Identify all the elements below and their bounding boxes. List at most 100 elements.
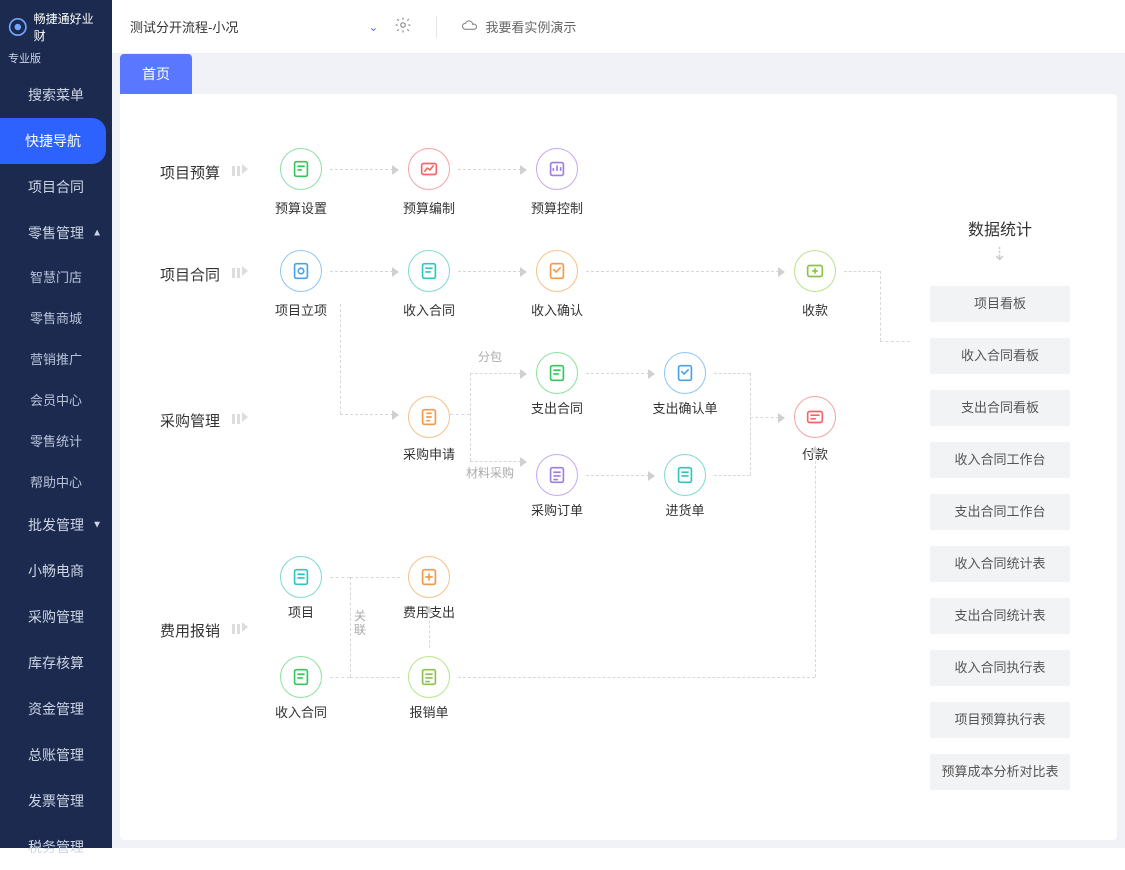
- sidebar-sub-smartstore[interactable]: 智慧门店: [0, 256, 112, 297]
- sidebar-item-quicknav[interactable]: 快捷导航: [0, 118, 106, 164]
- node-expense-contract[interactable]: [536, 352, 578, 394]
- node-income-confirm[interactable]: [536, 250, 578, 292]
- sidebar-item-purchase[interactable]: 采购管理: [0, 594, 112, 640]
- demo-text: 我要看实例演示: [485, 17, 576, 36]
- logo-icon: [8, 17, 28, 37]
- flow-arrow: [586, 373, 654, 374]
- flow-connector: [880, 341, 910, 342]
- org-selector[interactable]: 测试分开流程-小况 ⌄: [130, 17, 378, 36]
- node-income-contract-2[interactable]: [280, 656, 322, 698]
- stat-btn-project-board[interactable]: 项目看板: [930, 286, 1070, 322]
- sidebar-item-inventory[interactable]: 库存核算: [0, 640, 112, 686]
- node-project[interactable]: [280, 556, 322, 598]
- flow-arrow: [470, 461, 526, 462]
- sidebar-item-tax[interactable]: 税务管理: [0, 824, 112, 870]
- tab-home[interactable]: 首页: [120, 54, 192, 94]
- stat-btn-income-board[interactable]: 收入合同看板: [930, 338, 1070, 374]
- node-label: 采购订单: [531, 500, 583, 519]
- row-title-budget: 项目预算: [160, 162, 220, 183]
- demo-link[interactable]: 我要看实例演示: [461, 17, 576, 36]
- node-purchase-request[interactable]: [408, 396, 450, 438]
- sidebar-item-retail[interactable]: 零售管理 ▲: [0, 210, 112, 256]
- stat-btn-income-exec[interactable]: 收入合同执行表: [930, 650, 1070, 686]
- sidebar-item-ledger[interactable]: 总账管理: [0, 732, 112, 778]
- sidebar-item-project-contract[interactable]: 项目合同: [0, 164, 112, 210]
- row-indicator: [232, 266, 250, 278]
- flow-connector: [350, 577, 400, 578]
- sidebar: 畅捷通好业财 专业版 搜索菜单 快捷导航 项目合同 零售管理 ▲ 智慧门店 零售商…: [0, 0, 112, 848]
- node-label: 预算控制: [531, 198, 583, 217]
- flow-arrow: [458, 271, 526, 272]
- node-label: 采购申请: [403, 444, 455, 463]
- stat-btn-expense-stats[interactable]: 支出合同统计表: [930, 598, 1070, 634]
- brand-logo: 畅捷通好业财: [0, 0, 112, 54]
- flow-arrow: [340, 414, 398, 415]
- flow-connector: [350, 677, 400, 678]
- sidebar-sub-marketing[interactable]: 营销推广: [0, 338, 112, 379]
- flow-arrow: [586, 271, 784, 272]
- sidebar-item-wholesale[interactable]: 批发管理▼: [0, 502, 112, 548]
- flow-connector: [714, 373, 750, 374]
- branch-label-subcontract: 分包: [478, 348, 502, 365]
- main-area: 测试分开流程-小况 ⌄ 我要看实例演示 首页 项目预算 预算设置 预算编制: [112, 0, 1125, 848]
- flow-connector: [458, 677, 815, 678]
- stats-title: 数据统计: [968, 216, 1032, 240]
- node-label: 项目立项: [275, 300, 327, 319]
- flow-connector: [844, 271, 880, 272]
- node-payment[interactable]: [794, 396, 836, 438]
- stat-btn-income-workbench[interactable]: 收入合同工作台: [930, 442, 1070, 478]
- brand-name: 畅捷通好业财: [34, 10, 104, 44]
- node-project-init[interactable]: [280, 250, 322, 292]
- topbar: 测试分开流程-小况 ⌄ 我要看实例演示: [112, 0, 1125, 54]
- node-expense-confirm[interactable]: [664, 352, 706, 394]
- node-label: 支出确认单: [652, 398, 717, 417]
- node-reimburse[interactable]: [408, 656, 450, 698]
- sidebar-sub-help[interactable]: 帮助中心: [0, 461, 112, 502]
- brand-edition: 专业版: [0, 50, 112, 66]
- node-label: 预算设置: [275, 198, 327, 217]
- flow-connector: [450, 414, 470, 415]
- flow-arrow: [330, 271, 398, 272]
- node-label: 报销单: [409, 702, 448, 721]
- node-income-contract[interactable]: [408, 250, 450, 292]
- flow-connector: [350, 577, 351, 677]
- node-budget-control[interactable]: [536, 148, 578, 190]
- node-label: 收入合同: [275, 702, 327, 721]
- node-budget-compile[interactable]: [408, 148, 450, 190]
- stat-btn-cost-compare[interactable]: 预算成本分析对比表: [930, 754, 1070, 790]
- divider: [436, 16, 437, 38]
- sidebar-item-invoice[interactable]: 发票管理: [0, 778, 112, 824]
- chevron-down-icon: ⌄: [368, 20, 378, 34]
- node-label: 收入合同: [403, 300, 455, 319]
- sidebar-sub-member[interactable]: 会员中心: [0, 379, 112, 420]
- arrow-up-icon: [424, 606, 434, 613]
- gear-icon[interactable]: [394, 16, 412, 37]
- flow-connector: [714, 475, 750, 476]
- stat-btn-expense-workbench[interactable]: 支出合同工作台: [930, 494, 1070, 530]
- sidebar-sub-retailstats[interactable]: 零售统计: [0, 420, 112, 461]
- node-receipt[interactable]: [794, 250, 836, 292]
- sidebar-item-label: 零售管理: [28, 225, 84, 241]
- node-label: 支出合同: [531, 398, 583, 417]
- node-purchase-order[interactable]: [536, 454, 578, 496]
- sidebar-search[interactable]: 搜索菜单: [0, 72, 112, 118]
- node-goods-receipt[interactable]: [664, 454, 706, 496]
- chevron-down-icon: ▼: [92, 520, 102, 531]
- branch-label-material: 材料采购: [466, 464, 514, 481]
- flow-connector: [330, 677, 350, 678]
- chevron-up-icon: ▲: [92, 228, 102, 239]
- node-label: 项目: [288, 602, 314, 621]
- chevron-down-icon: ⇣: [992, 244, 1007, 265]
- flow-connector: [340, 304, 341, 414]
- stat-btn-income-stats[interactable]: 收入合同统计表: [930, 546, 1070, 582]
- sidebar-item-funds[interactable]: 资金管理: [0, 686, 112, 732]
- row-indicator: [232, 412, 250, 424]
- stat-btn-budget-exec[interactable]: 项目预算执行表: [930, 702, 1070, 738]
- stat-btn-expense-board[interactable]: 支出合同看板: [930, 390, 1070, 426]
- tab-bar: 首页: [112, 54, 1125, 94]
- node-expense-out[interactable]: [408, 556, 450, 598]
- flow-connector: [330, 577, 350, 578]
- node-budget-setting[interactable]: [280, 148, 322, 190]
- sidebar-sub-retailmall[interactable]: 零售商城: [0, 297, 112, 338]
- sidebar-item-ecommerce[interactable]: 小畅电商: [0, 548, 112, 594]
